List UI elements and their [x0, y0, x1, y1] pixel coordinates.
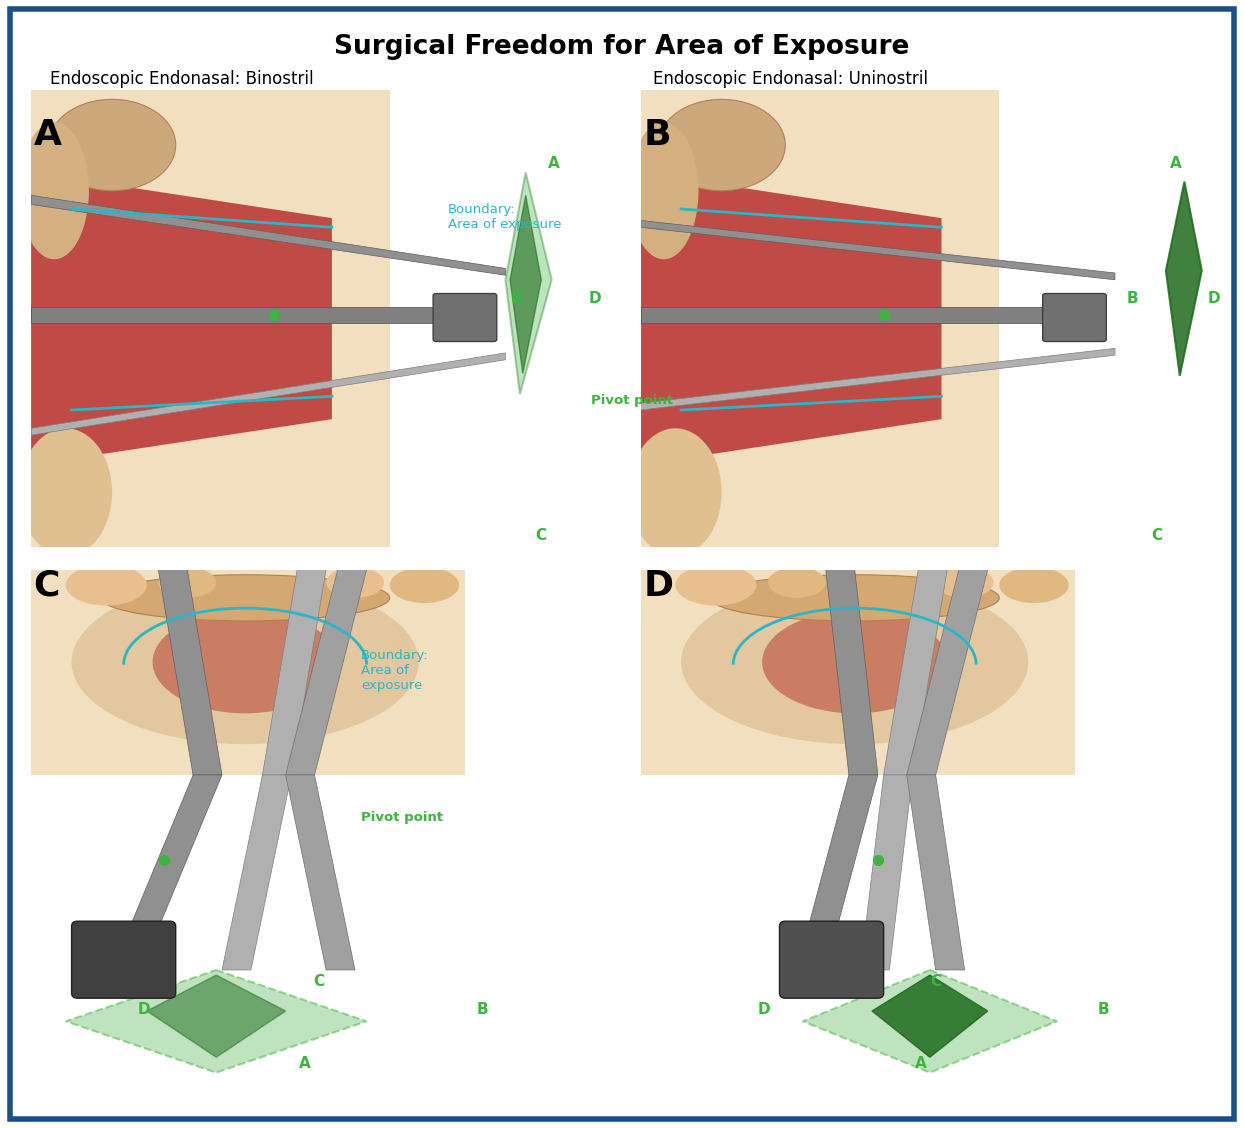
FancyBboxPatch shape: [72, 922, 175, 998]
Text: C: C: [931, 973, 940, 989]
Ellipse shape: [675, 564, 756, 606]
Polygon shape: [907, 570, 988, 775]
Ellipse shape: [101, 575, 389, 620]
Text: D: D: [588, 291, 601, 307]
Ellipse shape: [658, 99, 785, 191]
Ellipse shape: [20, 122, 90, 259]
Text: D: D: [1208, 291, 1220, 307]
Text: B: B: [476, 1002, 489, 1017]
Polygon shape: [31, 195, 505, 275]
Polygon shape: [641, 220, 1115, 280]
Polygon shape: [510, 195, 541, 373]
Bar: [31, 307, 494, 324]
Ellipse shape: [72, 580, 419, 744]
Ellipse shape: [935, 567, 994, 598]
Polygon shape: [861, 775, 913, 970]
Text: A: A: [299, 1056, 311, 1072]
Bar: [641, 90, 999, 547]
Text: C: C: [313, 973, 323, 989]
Polygon shape: [872, 975, 988, 1057]
Ellipse shape: [49, 99, 175, 191]
Text: C: C: [536, 528, 546, 544]
Polygon shape: [505, 173, 552, 394]
Text: B: B: [643, 118, 671, 152]
Polygon shape: [31, 173, 332, 465]
Text: A: A: [34, 118, 62, 152]
FancyBboxPatch shape: [780, 922, 883, 998]
Ellipse shape: [326, 567, 384, 598]
Ellipse shape: [682, 580, 1029, 744]
Text: Boundary:
Area of exposure: Boundary: Area of exposure: [448, 203, 561, 231]
Text: C: C: [1152, 528, 1162, 544]
FancyBboxPatch shape: [1042, 293, 1106, 342]
Bar: [389, 90, 610, 547]
Polygon shape: [1166, 182, 1202, 376]
Polygon shape: [641, 349, 1115, 411]
Text: Endoscopic Endonasal: Uninostril: Endoscopic Endonasal: Uninostril: [653, 70, 928, 88]
Text: Pivot point: Pivot point: [361, 811, 443, 825]
Bar: [999, 90, 1219, 547]
Ellipse shape: [629, 122, 699, 259]
Polygon shape: [31, 353, 505, 435]
Text: C: C: [34, 569, 60, 602]
Polygon shape: [286, 775, 355, 970]
Text: B: B: [510, 291, 522, 307]
Text: B: B: [1126, 291, 1138, 307]
Bar: [31, 570, 465, 775]
Polygon shape: [641, 173, 942, 465]
Polygon shape: [158, 570, 221, 775]
Ellipse shape: [66, 564, 147, 606]
Polygon shape: [802, 970, 1057, 1073]
Ellipse shape: [20, 429, 112, 556]
Polygon shape: [286, 570, 367, 775]
Ellipse shape: [158, 567, 216, 598]
Text: B: B: [1097, 1002, 1110, 1017]
Text: Surgical Freedom for Area of Exposure: Surgical Freedom for Area of Exposure: [335, 34, 909, 60]
Polygon shape: [262, 570, 326, 775]
Text: D: D: [138, 1002, 151, 1017]
Polygon shape: [797, 775, 878, 970]
Ellipse shape: [389, 567, 459, 603]
Polygon shape: [147, 975, 286, 1057]
FancyBboxPatch shape: [433, 293, 496, 342]
Bar: [31, 90, 389, 547]
Polygon shape: [883, 570, 947, 775]
Polygon shape: [221, 775, 291, 970]
Bar: [641, 570, 1075, 775]
Text: A: A: [547, 156, 560, 171]
Text: A: A: [914, 1056, 927, 1072]
Text: Pivot point: Pivot point: [591, 394, 673, 407]
Ellipse shape: [768, 567, 826, 598]
Text: A: A: [1169, 156, 1182, 171]
Ellipse shape: [153, 610, 337, 713]
Polygon shape: [826, 570, 878, 775]
Text: Endoscopic Endonasal: Binostril: Endoscopic Endonasal: Binostril: [50, 70, 313, 88]
Ellipse shape: [999, 567, 1069, 603]
Text: D: D: [643, 569, 673, 602]
Polygon shape: [112, 775, 221, 970]
Ellipse shape: [710, 575, 999, 620]
Text: D: D: [758, 1002, 770, 1017]
Ellipse shape: [629, 429, 722, 556]
Text: Boundary:
Area of
exposure: Boundary: Area of exposure: [361, 649, 428, 691]
Polygon shape: [907, 775, 964, 970]
Bar: [641, 307, 1103, 324]
Ellipse shape: [763, 610, 947, 713]
Polygon shape: [66, 970, 367, 1073]
